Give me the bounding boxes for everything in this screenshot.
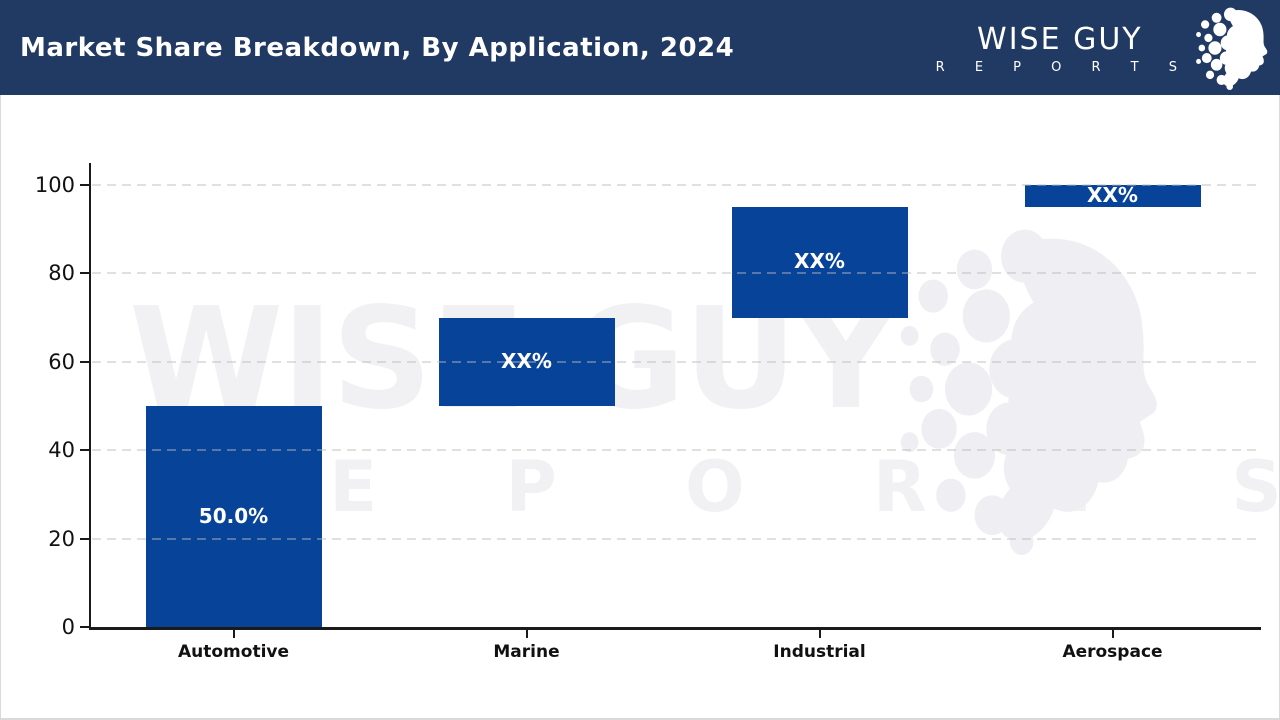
y-tick-label-0: 0 xyxy=(61,615,75,639)
y-tick-label-20: 20 xyxy=(48,526,75,551)
y-tick-mark-40 xyxy=(80,449,89,452)
bar-label-marine: XX% xyxy=(501,348,552,373)
category-label-automotive: Automotive xyxy=(177,642,290,662)
gridline-60 xyxy=(92,360,1258,363)
gridline-100 xyxy=(92,184,1258,186)
category-label-marine: Marine xyxy=(493,642,560,662)
bar-label-aerospace: XX% xyxy=(1087,183,1138,208)
x-tick-mark-aerospace xyxy=(1111,629,1114,638)
x-tick-mark-marine xyxy=(525,629,528,638)
y-tick-label-60: 60 xyxy=(48,349,75,374)
brand-subtitle: R E P O R T S xyxy=(935,59,1190,75)
bar-industrial xyxy=(731,207,908,318)
wiseguy-face-icon xyxy=(1196,7,1268,90)
y-tick-label-40: 40 xyxy=(48,438,75,463)
y-axis-line xyxy=(89,163,91,629)
brand-logo-text: WISE GUY R E P O R T S xyxy=(930,22,1190,75)
category-label-industrial: Industrial xyxy=(773,642,866,662)
bar-aerospace xyxy=(1024,185,1201,208)
y-tick-label-100: 100 xyxy=(34,173,75,197)
bar-label-industrial: XX% xyxy=(794,249,845,274)
bar-marine xyxy=(438,317,615,406)
x-tick-mark-industrial xyxy=(818,629,821,638)
bar-label-automotive: 50.0% xyxy=(198,503,269,528)
y-tick-mark-100 xyxy=(80,184,89,186)
category-label-aerospace: Aerospace xyxy=(1062,642,1163,662)
gridline-80 xyxy=(92,272,1258,275)
brand-name: WISE GUY xyxy=(977,21,1143,57)
gridline-40 xyxy=(92,449,1258,452)
brand-logo: WISE GUY R E P O R T S xyxy=(930,4,1274,92)
y-tick-mark-80 xyxy=(80,272,89,275)
page-title: Market Share Breakdown, By Application, … xyxy=(20,32,735,63)
bar-automotive xyxy=(145,406,322,627)
y-tick-mark-20 xyxy=(80,537,89,540)
y-tick-mark-60 xyxy=(80,360,89,363)
chart-canvas: WISE GUY R E P O R T S 0 20 40 60 80 100 50.0%… xyxy=(0,95,1280,720)
gridline-20 xyxy=(92,537,1258,540)
header-bar: Market Share Breakdown, By Application, … xyxy=(0,0,1280,95)
x-axis-line xyxy=(89,627,1261,630)
y-tick-mark-0 xyxy=(80,626,89,628)
y-tick-label-80: 80 xyxy=(48,261,75,286)
x-tick-mark-automotive xyxy=(232,629,235,638)
